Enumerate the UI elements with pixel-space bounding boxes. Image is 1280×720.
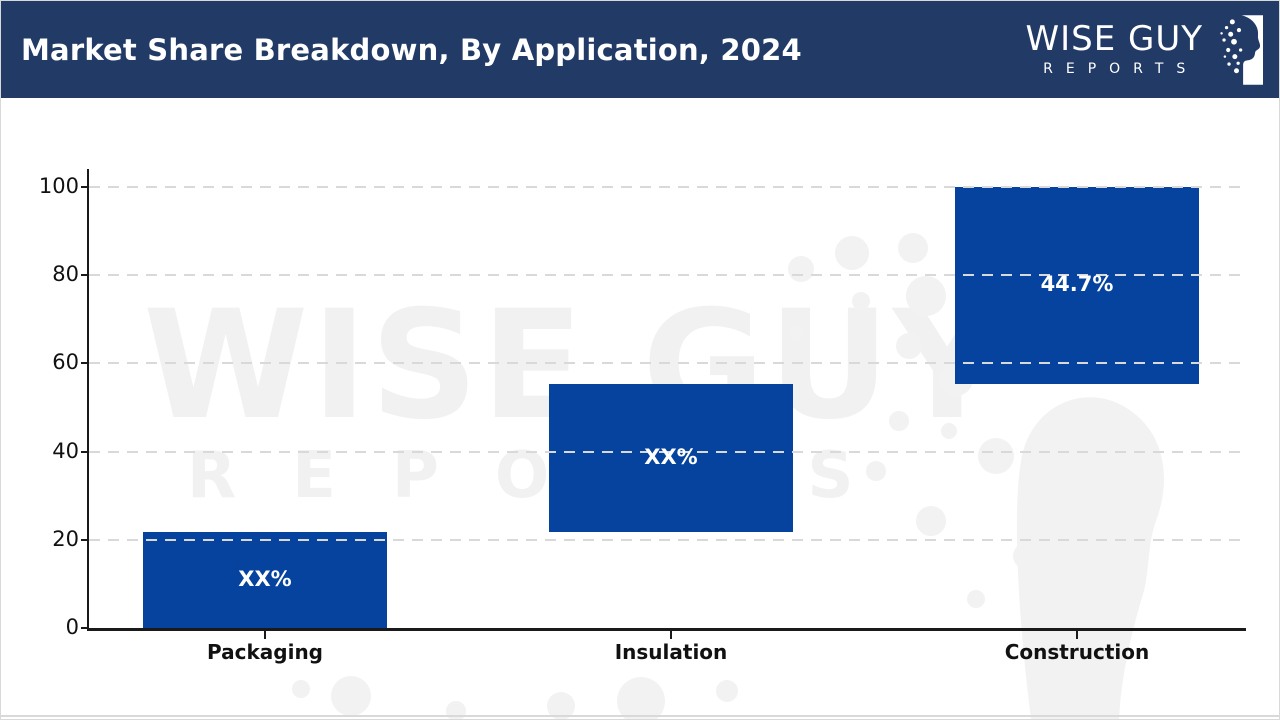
brand-logo: WISE GUY REPORTS <box>1025 12 1263 88</box>
bar <box>955 187 1199 384</box>
y-tick-label: 60 <box>52 350 79 375</box>
y-axis-spine <box>87 169 89 631</box>
header-band: Market Share Breakdown, By Application, … <box>1 1 1279 98</box>
x-tick-mark <box>1076 631 1078 639</box>
bar <box>549 383 793 533</box>
logo-wordmark-line1: WISE GUY <box>1025 19 1203 60</box>
page-title: Market Share Breakdown, By Application, … <box>21 32 802 67</box>
y-tick-label: 0 <box>65 615 79 639</box>
bar <box>143 532 387 628</box>
x-axis-spine <box>87 628 1246 631</box>
bottom-rule <box>1 715 1279 717</box>
y-tick-mark <box>81 538 89 541</box>
x-tick-mark <box>264 631 266 639</box>
x-tick-label: Packaging <box>207 640 323 664</box>
y-tick-mark <box>81 274 89 277</box>
y-tick-mark <box>81 362 89 365</box>
logo-wordmark: WISE GUY REPORTS <box>1025 19 1203 77</box>
bar-label: XX% <box>238 567 292 592</box>
bar-label: 44.7% <box>1040 272 1114 297</box>
gridline <box>89 274 1246 277</box>
x-tick-mark <box>670 631 672 639</box>
bar-label: XX% <box>644 444 698 469</box>
y-tick-label: 20 <box>52 526 79 551</box>
gridline <box>89 538 1246 541</box>
x-tick-label: Insulation <box>614 640 728 664</box>
y-tick-mark <box>81 186 89 188</box>
gridline <box>89 186 1246 188</box>
y-tick-label: 80 <box>52 262 79 287</box>
y-tick-label: 40 <box>52 438 79 463</box>
gridline <box>89 362 1246 365</box>
gridline <box>89 450 1246 453</box>
y-tick-label: 100 <box>38 174 79 198</box>
x-tick-label: Construction <box>1004 640 1150 664</box>
logo-wordmark-line2: REPORTS <box>1043 60 1199 77</box>
dotted-face-profile-icon <box>1220 14 1263 85</box>
y-tick-mark <box>81 627 89 629</box>
y-tick-mark <box>81 450 89 453</box>
